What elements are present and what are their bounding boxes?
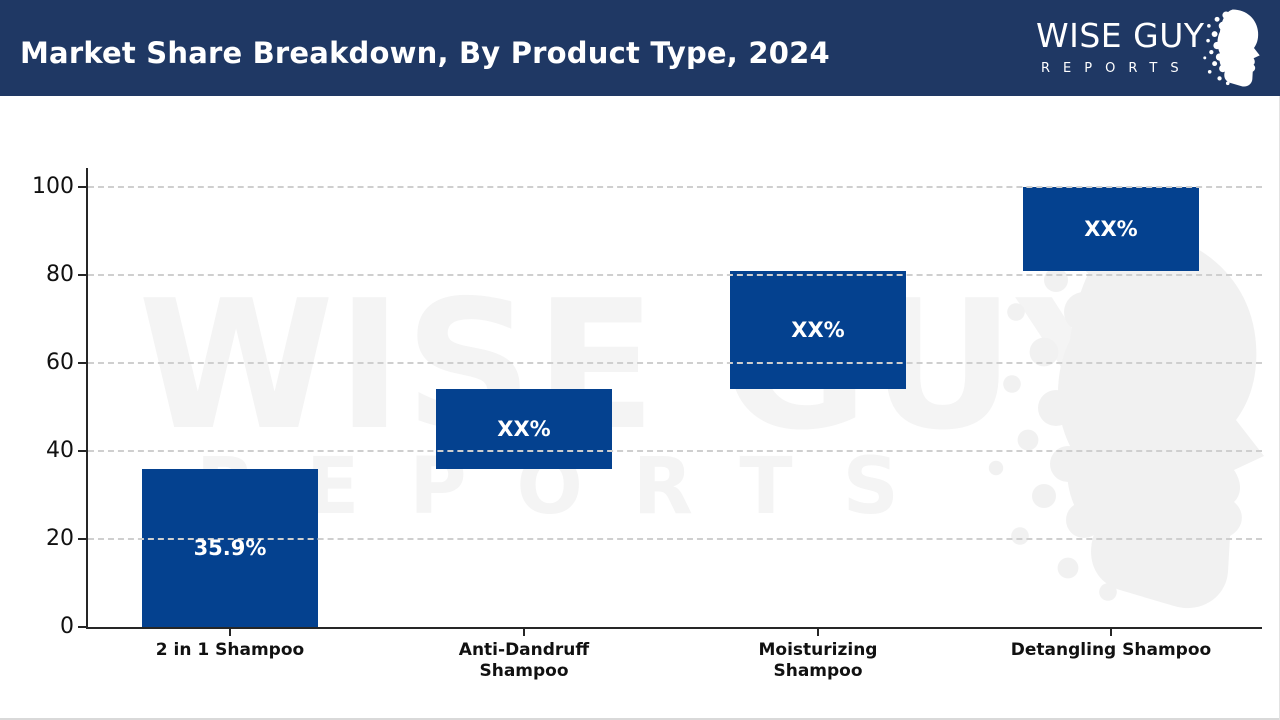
bar-segment <box>1023 187 1199 272</box>
bar-segment <box>142 469 318 627</box>
y-gridline <box>88 274 1262 276</box>
x-axis-label-line: 2 in 1 Shampoo <box>155 640 305 660</box>
x-axis-label: Anti-Dandruff Shampoo <box>414 640 634 682</box>
bar-value-label: XX% <box>791 318 845 342</box>
x-axis-label-line: Anti-Dandruff <box>458 640 590 660</box>
y-gridline <box>88 362 1262 364</box>
y-tick-label: 100 <box>32 174 74 199</box>
y-tick-mark <box>78 538 86 540</box>
y-gridline <box>88 538 1262 540</box>
bar-segment <box>436 388 612 470</box>
y-tick-label: 40 <box>46 438 74 463</box>
y-tick-label: 0 <box>60 614 74 639</box>
wise-guy-logo: WISE GUY REPORTS <box>1036 4 1280 94</box>
logo-wordmark: WISE GUY <box>1036 16 1205 55</box>
y-axis-spine <box>86 168 88 629</box>
header: Market Share Breakdown, By Product Type,… <box>0 0 1280 96</box>
y-tick-mark <box>78 274 86 276</box>
x-axis-label-line: Detangling Shampoo <box>1010 640 1212 660</box>
logo-head-icon <box>1203 9 1260 87</box>
y-tick-mark <box>78 626 86 628</box>
bar-segment <box>730 271 906 389</box>
x-axis-label-line: Shampoo <box>773 661 863 681</box>
bar-value-label: 35.9% <box>193 536 267 561</box>
bar-value-label: XX% <box>1084 217 1138 242</box>
y-tick-label: 60 <box>46 350 74 375</box>
y-tick-mark <box>78 450 86 452</box>
y-tick-label: 80 <box>46 262 74 287</box>
x-axis-label: Detangling Shampoo <box>1001 640 1221 661</box>
x-axis-label-line: Moisturizing <box>758 640 878 660</box>
x-axis-label: Moisturizing Shampoo <box>708 640 928 682</box>
bar-value-label: XX% <box>497 417 551 441</box>
x-axis-spine <box>86 627 1262 629</box>
y-gridline <box>88 186 1262 188</box>
x-axis-label: 2 in 1 Shampoo <box>120 640 340 661</box>
bottom-border <box>0 718 1280 720</box>
y-tick-label: 20 <box>46 526 74 551</box>
y-tick-mark <box>78 362 86 364</box>
x-axis-label-line: Shampoo <box>479 661 569 681</box>
watermark-head-icon <box>988 232 1264 609</box>
x-tick-mark <box>229 629 231 636</box>
watermark-wordmark: WISE GUY <box>138 262 1148 469</box>
x-tick-mark <box>817 629 819 636</box>
logo-subtitle: REPORTS <box>1041 61 1192 76</box>
y-tick-mark <box>78 186 86 188</box>
y-gridline <box>88 450 1262 452</box>
x-tick-mark <box>1110 629 1112 636</box>
page-title: Market Share Breakdown, By Product Type,… <box>20 36 830 70</box>
x-tick-mark <box>523 629 525 636</box>
